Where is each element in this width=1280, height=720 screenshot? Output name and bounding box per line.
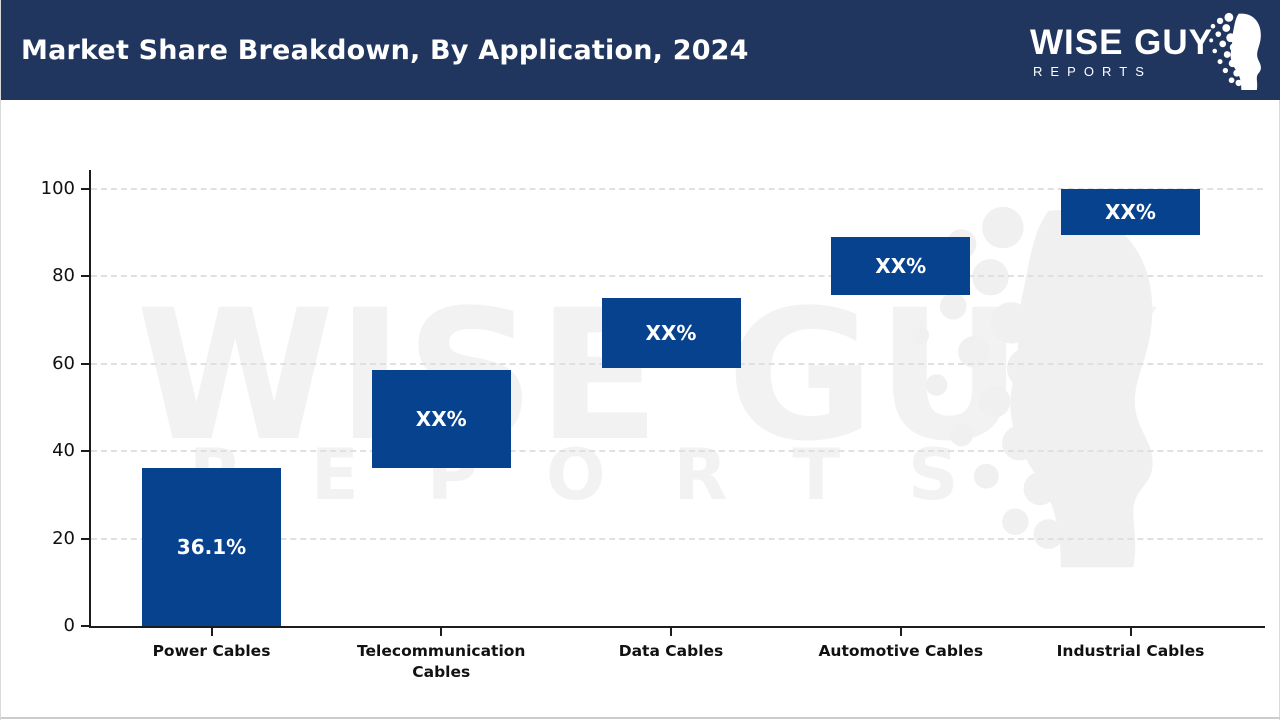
y-gridline [91, 187, 1263, 190]
y-tick-label: 60 [52, 352, 75, 374]
brand-head-icon [1209, 12, 1261, 90]
y-gridline [91, 450, 1263, 452]
bar: XX% [1061, 188, 1200, 235]
y-tick-mark [81, 537, 90, 540]
x-tick-mark [440, 628, 443, 636]
bottom-divider [1, 717, 1280, 719]
bar-value-label: XX% [645, 320, 697, 345]
x-category-label: Power Cables [152, 642, 271, 660]
x-axis-spine [89, 626, 1265, 628]
x-category-label: Data Cables [618, 642, 724, 660]
bar: XX% [601, 297, 741, 368]
x-tick-mark [899, 628, 902, 636]
bar: XX% [831, 236, 971, 295]
app-header: Market Share Breakdown, By Application, … [1, 0, 1280, 100]
y-tick-label: 100 [40, 177, 75, 199]
page-title: Market Share Breakdown, By Application, … [21, 34, 749, 66]
y-tick-label: 40 [52, 440, 75, 461]
y-tick-mark [81, 625, 90, 627]
y-tick-mark [81, 275, 90, 277]
y-tick-mark [81, 187, 90, 190]
bar-value-label: 36.1% [176, 535, 247, 560]
brand-subtitle: REPORTS [1032, 63, 1152, 79]
chart-area: 0 20 40 60 80 100 36.1% Power Cables XX% Telecomm… [1, 100, 1280, 720]
bar-value-label: XX% [875, 253, 927, 278]
y-axis-spine [89, 170, 91, 628]
x-category-label: Automotive Cables [818, 642, 984, 660]
bar-value-label: XX% [415, 407, 467, 432]
x-tick-mark [670, 628, 672, 636]
y-gridline [91, 275, 1263, 277]
brand-logo: WISE GUY REPORTS [1030, 6, 1267, 96]
y-tick-label: 0 [63, 615, 75, 636]
x-category-label: Industrial Cables [1056, 642, 1205, 660]
bar: XX% [371, 370, 511, 469]
y-tick-label: 80 [52, 265, 75, 286]
y-tick-mark [81, 450, 90, 452]
brand-name: WISE GUY [1029, 22, 1213, 62]
x-tick-mark [1129, 628, 1132, 636]
y-gridline [91, 537, 1263, 540]
x-tick-mark [210, 628, 213, 636]
y-tick-mark [81, 362, 90, 365]
y-tick-label: 20 [52, 527, 75, 549]
brand-logo-text: WISE GUY REPORTS [1030, 25, 1213, 78]
bar-value-label: XX% [1105, 199, 1156, 224]
bar: 36.1% [142, 468, 281, 626]
x-category-label: Telecommunication Cables [357, 642, 526, 682]
